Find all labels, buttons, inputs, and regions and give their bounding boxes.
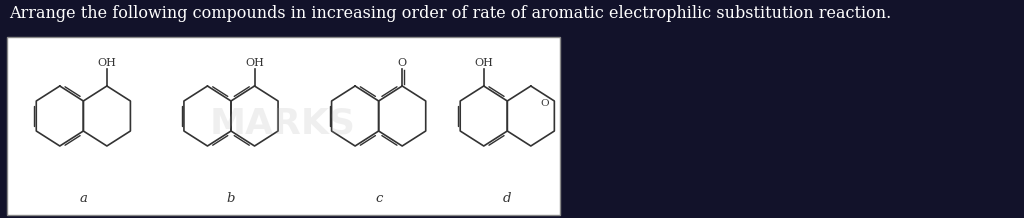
Text: c: c [375,192,382,205]
Text: OH: OH [245,58,264,68]
Text: d: d [503,192,512,205]
Text: O: O [541,99,549,108]
Text: OH: OH [97,58,117,68]
Text: a: a [80,192,87,205]
Text: OH: OH [474,58,494,68]
Text: MARKS: MARKS [210,106,355,140]
Text: b: b [226,192,236,205]
Text: O: O [397,58,407,68]
Text: Arrange the following compounds in increasing order of rate of aromatic electrop: Arrange the following compounds in incre… [9,5,891,22]
Bar [7,37,560,215]
